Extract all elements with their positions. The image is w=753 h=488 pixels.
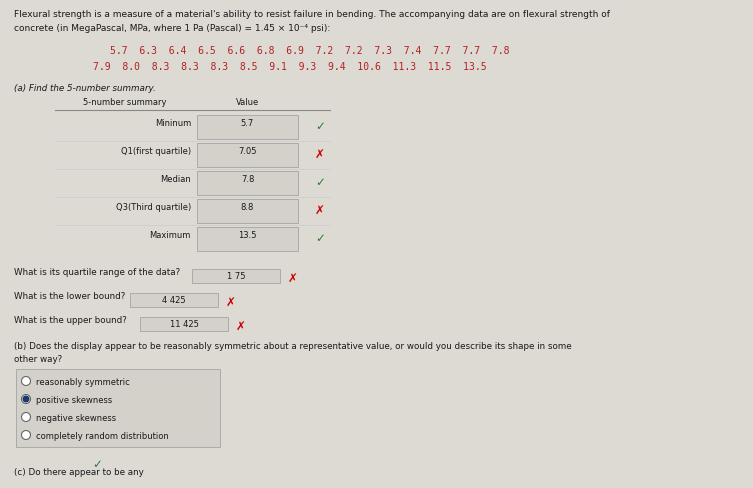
Text: 7.05: 7.05 (238, 147, 257, 156)
FancyBboxPatch shape (197, 143, 298, 168)
Text: (a) Find the 5-number summary.: (a) Find the 5-number summary. (14, 84, 156, 93)
FancyBboxPatch shape (197, 227, 298, 251)
Text: reasonably symmetric: reasonably symmetric (36, 377, 130, 386)
Text: 7.9  8.0  8.3  8.3  8.3  8.5  9.1  9.3  9.4  10.6  11.3  11.5  13.5: 7.9 8.0 8.3 8.3 8.3 8.5 9.1 9.3 9.4 10.6… (93, 62, 486, 72)
Text: ✗: ✗ (288, 271, 298, 285)
Text: 4 425: 4 425 (162, 295, 186, 305)
Text: 1 75: 1 75 (227, 271, 245, 281)
Text: (b) Does the display appear to be reasonably symmetric about a representative va: (b) Does the display appear to be reason… (14, 341, 572, 350)
Circle shape (23, 396, 29, 402)
Text: negative skewness: negative skewness (36, 413, 116, 422)
Circle shape (22, 395, 31, 404)
FancyBboxPatch shape (16, 369, 220, 447)
Text: ✗: ✗ (315, 203, 325, 217)
Text: 5.7  6.3  6.4  6.5  6.6  6.8  6.9  7.2  7.2  7.3  7.4  7.7  7.7  7.8: 5.7 6.3 6.4 6.5 6.6 6.8 6.9 7.2 7.2 7.3 … (110, 46, 510, 56)
Text: ✓: ✓ (315, 176, 325, 189)
FancyBboxPatch shape (130, 293, 218, 307)
Text: What is the upper bound?: What is the upper bound? (14, 315, 127, 325)
Circle shape (22, 377, 31, 386)
Text: What is its quartile range of the data?: What is its quartile range of the data? (14, 267, 180, 276)
FancyBboxPatch shape (197, 200, 298, 224)
Text: What is the lower bound?: What is the lower bound? (14, 291, 126, 301)
FancyBboxPatch shape (140, 317, 228, 331)
Text: concrete (in MegaPascal, MPa, where 1 Pa (Pascal) = 1.45 × 10⁻⁴ psi):: concrete (in MegaPascal, MPa, where 1 Pa… (14, 24, 331, 33)
Text: ✓: ✓ (93, 457, 102, 470)
Text: Median: Median (160, 175, 191, 183)
Text: completely random distribution: completely random distribution (36, 431, 169, 440)
Text: ✓: ✓ (315, 231, 325, 244)
Circle shape (22, 413, 31, 422)
FancyBboxPatch shape (197, 172, 298, 196)
Text: ✗: ✗ (226, 295, 236, 308)
Text: 5.7: 5.7 (241, 119, 254, 128)
Text: 8.8: 8.8 (241, 203, 255, 212)
Text: Value: Value (236, 98, 260, 107)
Text: Q1(first quartile): Q1(first quartile) (121, 147, 191, 156)
Text: ✓: ✓ (315, 120, 325, 133)
Text: Maximum: Maximum (150, 230, 191, 240)
FancyBboxPatch shape (192, 269, 280, 284)
Text: Mininum: Mininum (155, 119, 191, 128)
Text: 7.8: 7.8 (241, 175, 255, 183)
Text: 13.5: 13.5 (238, 230, 257, 240)
Text: 11 425: 11 425 (169, 319, 199, 328)
Text: other way?: other way? (14, 354, 62, 363)
Text: Q3(Third quartile): Q3(Third quartile) (116, 203, 191, 212)
Text: ✗: ✗ (315, 148, 325, 161)
Text: positive skewness: positive skewness (36, 395, 112, 404)
Text: (c) Do there appear to be any: (c) Do there appear to be any (14, 467, 144, 476)
Text: ✗: ✗ (236, 319, 246, 332)
Circle shape (22, 430, 31, 440)
Text: Flexural strength is a measure of a material's ability to resist failure in bend: Flexural strength is a measure of a mate… (14, 10, 610, 19)
FancyBboxPatch shape (197, 116, 298, 140)
Text: 5-number summary: 5-number summary (84, 98, 166, 107)
